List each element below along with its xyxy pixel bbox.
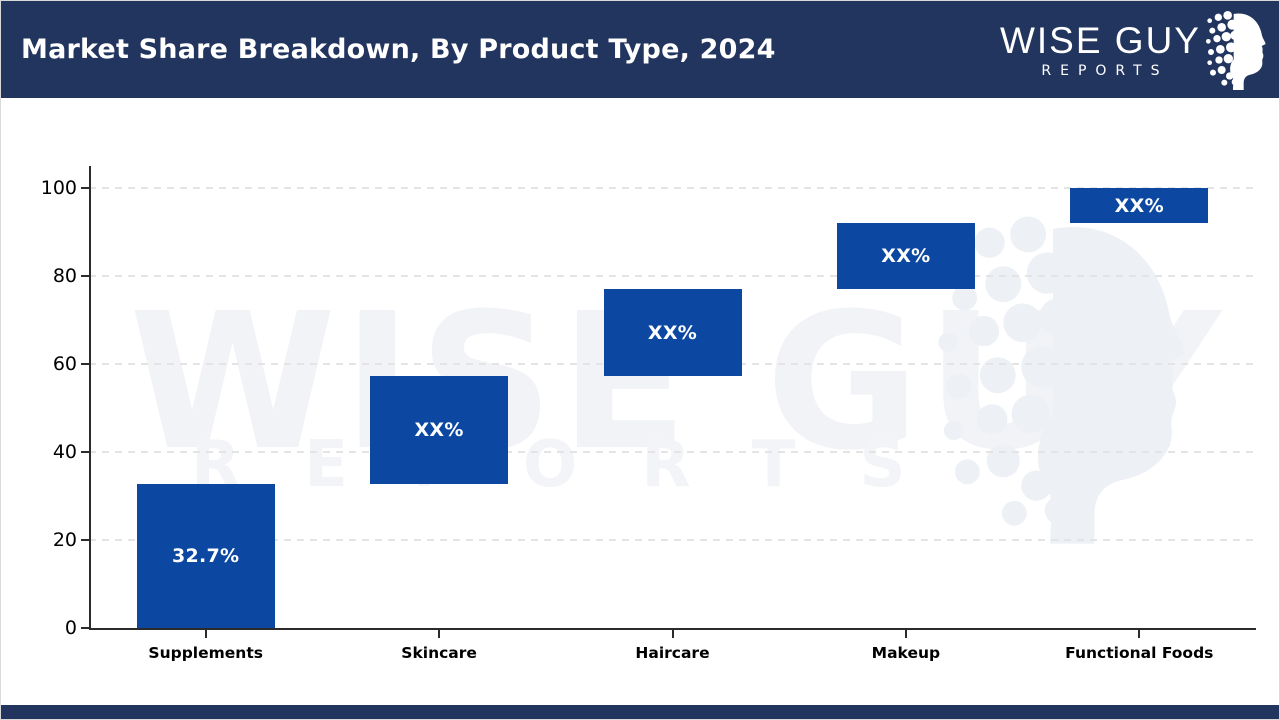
- category-label-skincare: Skincare: [401, 644, 477, 662]
- y-tick-mark: [81, 451, 89, 453]
- category-label-functional-foods: Functional Foods: [1065, 644, 1214, 662]
- x-axis-line: [89, 628, 1256, 630]
- chart-area: WISE GUY REPORTS 0 20 40 60 80 100 32.7% Supple…: [1, 98, 1279, 705]
- dotted-face-profile-icon: [1206, 10, 1266, 90]
- y-axis-line: [89, 166, 91, 630]
- bar-value-label: XX%: [647, 321, 698, 344]
- y-tick-mark: [81, 187, 89, 189]
- bar-skincare: XX%: [370, 375, 509, 485]
- x-tick-mark: [671, 630, 674, 638]
- x-tick-mark: [204, 630, 207, 638]
- gridline: [89, 539, 1256, 541]
- y-tick-label: 80: [52, 265, 77, 287]
- bar-haircare: XX%: [603, 289, 742, 376]
- category-label-haircare: Haircare: [635, 644, 710, 662]
- y-tick-label: 40: [52, 441, 77, 463]
- bar-makeup: XX%: [836, 223, 975, 290]
- brand-logo-text: WISE GUY REPORTS: [1000, 20, 1201, 79]
- x-tick-mark: [438, 630, 441, 638]
- plot-region: 0 20 40 60 80 100 32.7% Supplements XX% Skincare X…: [1, 98, 1279, 705]
- header-bar: Market Share Breakdown, By Product Type,…: [1, 1, 1279, 98]
- bar-value-label: 32.7%: [171, 545, 240, 568]
- brand-logo: WISE GUY REPORTS: [1000, 9, 1267, 91]
- y-tick-label: 60: [52, 353, 77, 375]
- bar-value-label: XX%: [881, 245, 931, 268]
- y-tick-label: 20: [52, 529, 77, 551]
- x-tick-mark: [1138, 630, 1141, 638]
- gridline: [89, 187, 1256, 189]
- y-tick-label: 0: [64, 617, 77, 639]
- bar-value-label: XX%: [414, 418, 464, 441]
- y-tick-mark: [81, 275, 89, 277]
- chart-title: Market Share Breakdown, By Product Type,…: [21, 34, 776, 65]
- y-tick-mark: [81, 627, 89, 629]
- gridline: [89, 451, 1256, 453]
- y-tick-label: 100: [40, 177, 77, 199]
- y-tick-mark: [81, 363, 89, 365]
- category-label-makeup: Makeup: [871, 644, 941, 662]
- y-tick-mark: [81, 539, 89, 541]
- footer-bar: [1, 705, 1279, 719]
- bar-functional-foods: XX%: [1070, 188, 1209, 224]
- bar-value-label: XX%: [1114, 194, 1164, 217]
- logo-wiseguy-text: WISE GUY: [999, 20, 1201, 61]
- gridline: [89, 275, 1256, 277]
- logo-reports-text: REPORTS: [1041, 63, 1169, 79]
- x-tick-mark: [904, 630, 907, 638]
- category-label-supplements: Supplements: [148, 644, 263, 662]
- bar-supplements: 32.7%: [136, 484, 275, 628]
